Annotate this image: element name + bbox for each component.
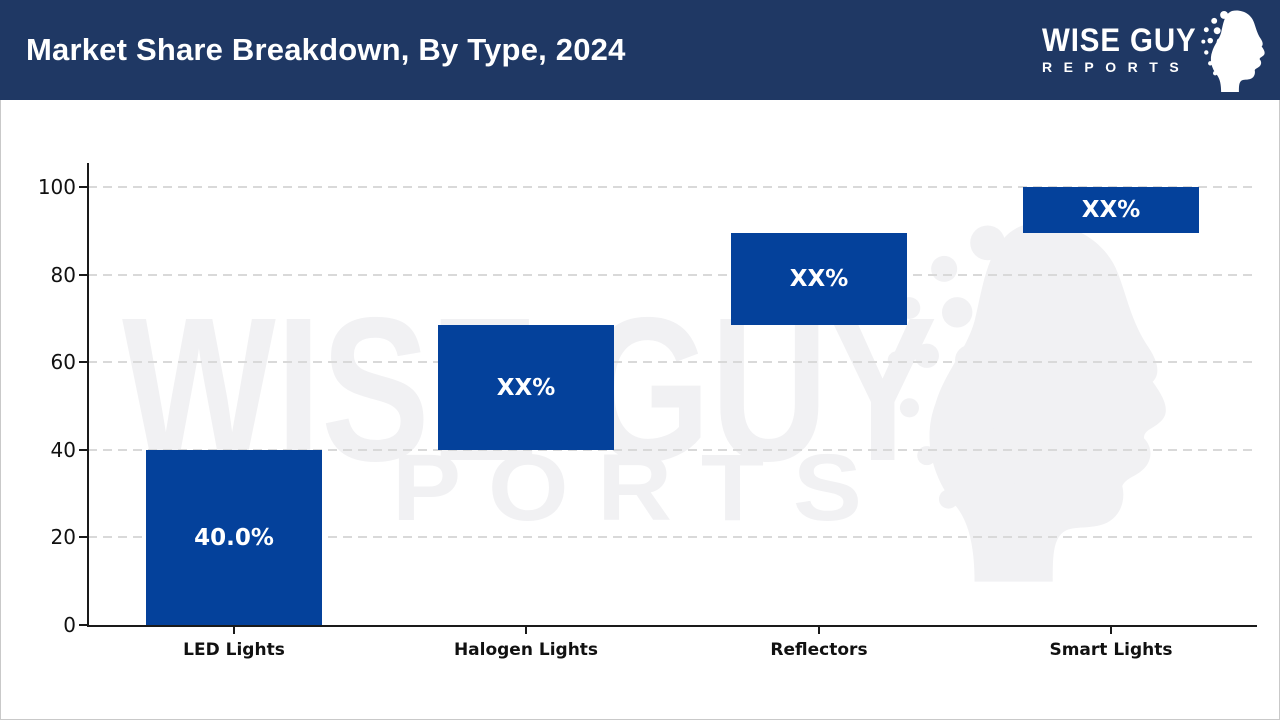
brand-logo-text: WISE GUY REPORTS (1042, 24, 1210, 76)
y-tick-20 (79, 536, 88, 538)
watermark-text-line2: P O R T S (392, 435, 862, 541)
header-bar: Market Share Breakdown, By Type, 2024 WI… (0, 0, 1280, 100)
bar-smart-lights: XX% (1023, 187, 1199, 233)
y-axis-line (87, 163, 89, 627)
gridline-40 (88, 449, 1257, 451)
y-tick-60 (79, 361, 88, 363)
x-tick-halogen-lights (525, 627, 527, 634)
brand-logo: WISE GUY REPORTS (1042, 8, 1266, 92)
x-tick-led-lights (233, 627, 235, 634)
bar-halogen-lights: XX% (438, 325, 614, 450)
y-tick-80 (79, 274, 88, 276)
gridline-20 (88, 536, 1257, 538)
y-tick-label-100: 100 (37, 175, 76, 199)
x-tick-label-led-lights: LED Lights (183, 640, 285, 660)
brand-subname: REPORTS (1041, 59, 1191, 75)
y-tick-100 (79, 186, 88, 188)
brand-head-icon (1201, 10, 1265, 92)
page-title: Market Share Breakdown, By Type, 2024 (26, 32, 626, 67)
bar-label-led-lights: 40.0% (194, 524, 274, 551)
y-tick-label-60: 60 (50, 350, 76, 374)
chart-area: WISE GUY P O R T S 0 20 40 60 80 100 40.0% LED … (0, 100, 1280, 720)
x-tick-smart-lights (1110, 627, 1112, 634)
bar-label-smart-lights: XX% (1081, 197, 1141, 223)
y-tick-label-20: 20 (50, 525, 76, 549)
x-axis-line (87, 625, 1257, 627)
x-tick-label-halogen-lights: Halogen Lights (453, 640, 599, 660)
gridline-60 (88, 361, 1257, 363)
y-tick-label-0: 0 (63, 613, 76, 637)
bar-led-lights: 40.0% (146, 450, 322, 625)
gridline-80 (88, 274, 1257, 276)
x-tick-reflectors (818, 627, 820, 634)
brand-name: WISE GUY (1041, 22, 1197, 58)
x-tick-label-reflectors: Reflectors (770, 640, 868, 660)
x-tick-label-smart-lights: Smart Lights (1049, 640, 1173, 660)
y-tick-label-80: 80 (50, 263, 76, 287)
y-tick-40 (79, 449, 88, 451)
bar-label-reflectors: XX% (789, 266, 849, 292)
bar-label-halogen-lights: XX% (496, 374, 556, 401)
bar-reflectors: XX% (731, 233, 907, 325)
y-tick-label-40: 40 (50, 438, 76, 462)
gridline-100 (88, 186, 1257, 188)
y-tick-0 (79, 624, 88, 626)
